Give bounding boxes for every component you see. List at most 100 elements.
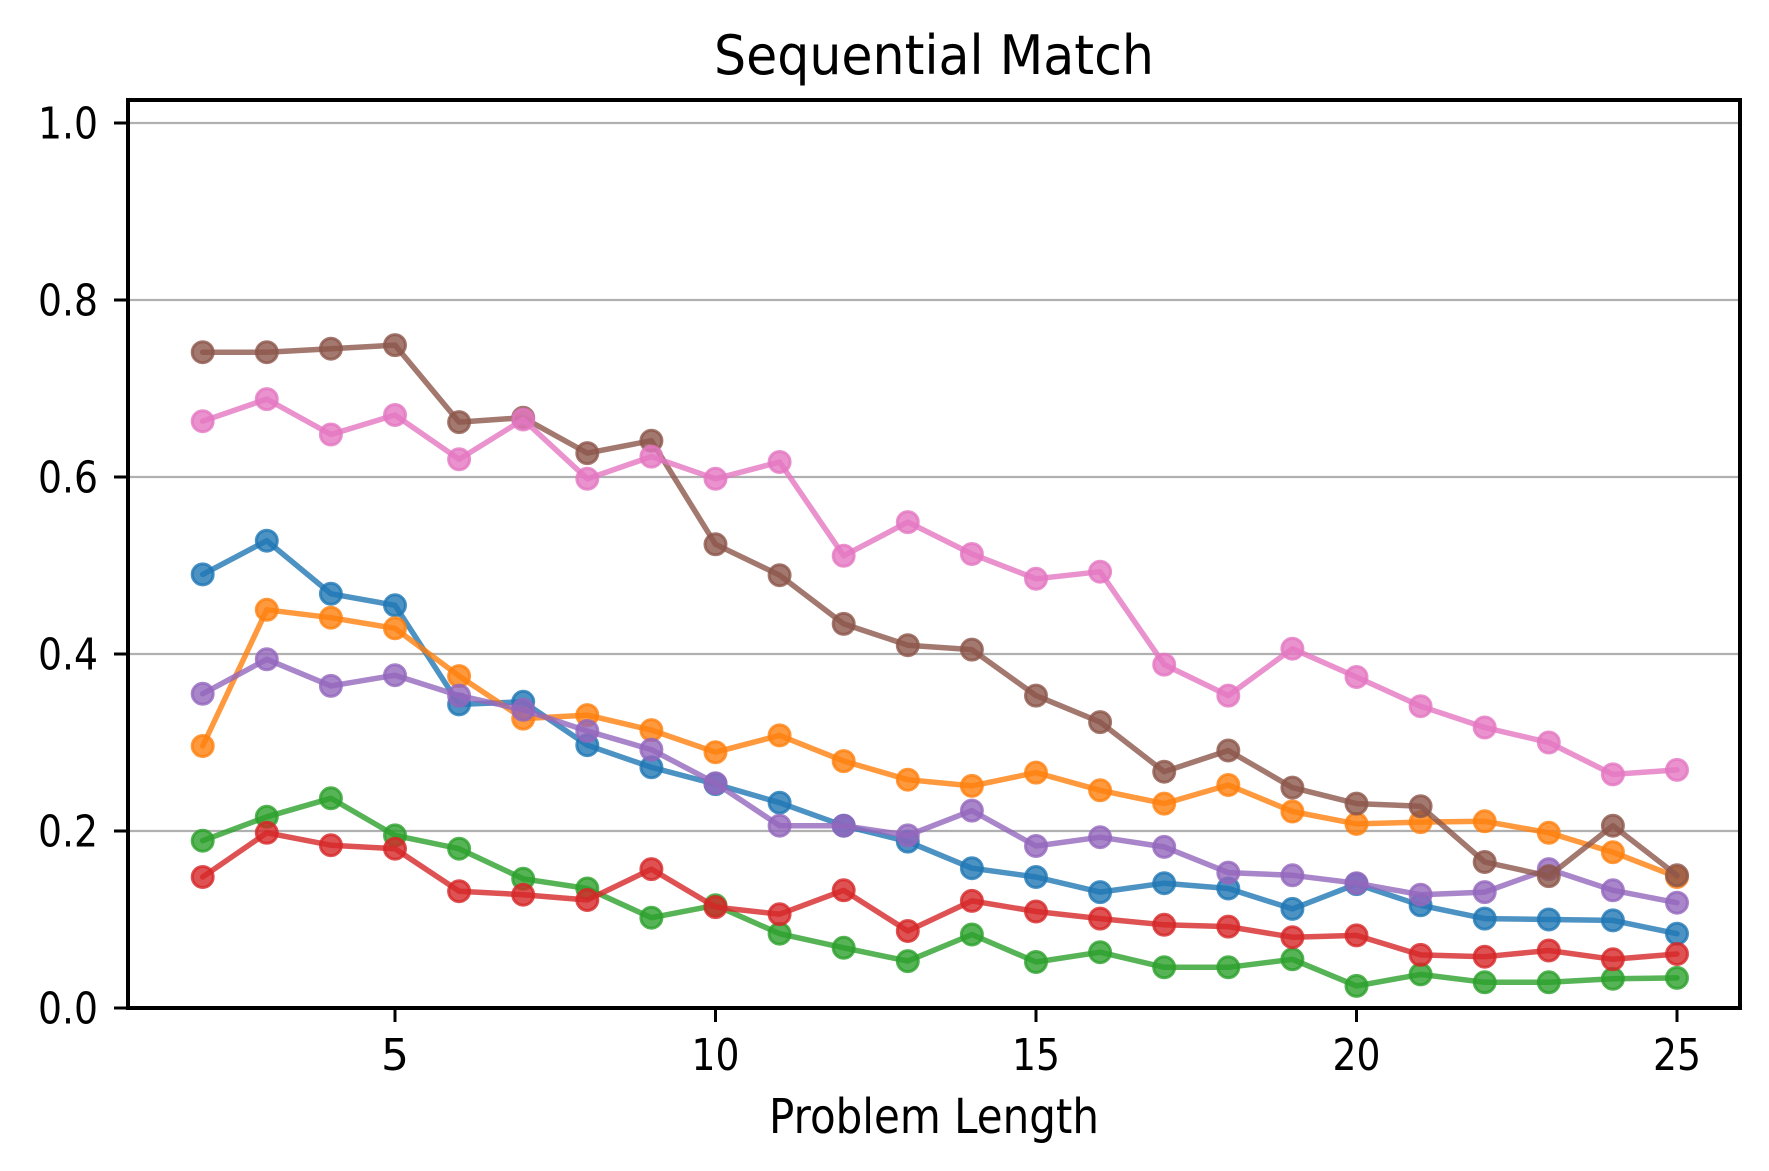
marker-brown <box>831 611 856 636</box>
marker-orange <box>1216 773 1241 797</box>
x-tick-label: 5 <box>381 1030 409 1081</box>
marker-orange <box>1024 760 1048 785</box>
marker-brown <box>254 340 279 365</box>
marker-blue <box>1280 896 1305 921</box>
marker-red <box>511 882 536 907</box>
marker-pink <box>190 409 215 434</box>
marker-brown <box>1408 794 1433 819</box>
marker-red <box>703 895 728 920</box>
marker-red <box>1088 906 1113 931</box>
marker-purple <box>1088 825 1113 850</box>
marker-red <box>1344 923 1369 948</box>
marker-orange <box>447 664 472 689</box>
axes-spines <box>126 98 1742 1010</box>
marker-purple <box>447 683 472 708</box>
marker-orange <box>1088 778 1113 803</box>
marker-orange <box>1536 820 1561 845</box>
marker-red <box>383 836 407 861</box>
marker-pink <box>1665 757 1689 782</box>
marker-brown <box>447 410 472 435</box>
marker-green <box>1472 970 1497 995</box>
marker-pink <box>1216 683 1241 708</box>
marker-red <box>1280 925 1305 950</box>
marker-orange <box>959 773 984 798</box>
marker-purple <box>1408 882 1433 907</box>
marker-pink <box>575 466 600 491</box>
marker-purple <box>959 798 984 823</box>
marker-orange <box>895 767 920 792</box>
marker-blue <box>1472 906 1497 931</box>
marker-pink <box>1536 730 1561 755</box>
marker-brown <box>703 532 728 557</box>
marker-purple <box>190 681 215 706</box>
marker-purple <box>1280 863 1305 888</box>
y-tick-label: 0.0 <box>38 983 98 1034</box>
marker-purple <box>1665 890 1689 915</box>
series-line-pink <box>199 396 1680 778</box>
marker-brown <box>1536 864 1561 889</box>
series-brown <box>190 333 1689 889</box>
marker-orange <box>1152 791 1177 816</box>
marker-green <box>1024 950 1048 974</box>
marker-green <box>447 836 472 861</box>
marker-green <box>1344 973 1369 998</box>
series-pink <box>190 387 1689 787</box>
marker-orange <box>190 734 215 758</box>
marker-green <box>1600 966 1625 991</box>
marker-orange <box>254 597 279 622</box>
marker-pink <box>895 510 920 535</box>
marker-pink <box>383 403 407 427</box>
marker-red <box>575 888 600 912</box>
series-line-red <box>199 830 1680 963</box>
marker-green <box>1536 970 1561 995</box>
marker-purple <box>1152 834 1177 859</box>
marker-red <box>1152 912 1177 937</box>
marker-orange <box>383 616 407 641</box>
chart-title: Sequential Match <box>714 24 1154 87</box>
marker-purple <box>575 719 600 743</box>
marker-orange <box>318 605 343 630</box>
marker-purple <box>1024 834 1048 858</box>
series-red <box>190 820 1689 972</box>
marker-pink <box>1344 665 1369 689</box>
marker-pink <box>1024 566 1048 591</box>
marker-pink <box>447 447 472 472</box>
marker-blue <box>959 856 984 881</box>
marker-brown <box>1216 738 1241 763</box>
marker-blue <box>1088 880 1113 905</box>
marker-brown <box>895 633 920 658</box>
marker-pink <box>511 407 536 432</box>
marker-blue <box>1152 871 1177 896</box>
marker-blue <box>767 790 792 815</box>
gridlines <box>128 121 1740 833</box>
marker-pink <box>1152 652 1177 677</box>
marker-brown <box>1600 813 1625 838</box>
marker-blue <box>1600 908 1625 933</box>
marker-pink <box>1472 715 1497 740</box>
marker-brown <box>959 637 984 662</box>
marker-brown <box>1472 850 1497 874</box>
x-tick-label: 25 <box>1653 1030 1701 1081</box>
x-tick-label: 15 <box>1012 1030 1060 1081</box>
marker-red <box>190 865 215 889</box>
marker-green <box>1408 962 1433 987</box>
marker-purple <box>767 813 792 838</box>
marker-blue <box>254 528 279 553</box>
marker-blue <box>1024 865 1048 889</box>
marker-purple <box>1600 878 1625 903</box>
series-blue <box>190 528 1689 946</box>
marker-green <box>959 922 984 947</box>
y-tick-label: 1.0 <box>38 98 98 149</box>
marker-green <box>767 921 792 946</box>
marker-green <box>1280 947 1305 972</box>
marker-orange <box>639 718 664 743</box>
marker-blue <box>318 581 343 606</box>
y-tick-label: 0.2 <box>38 806 98 857</box>
marker-green <box>1216 955 1241 980</box>
marker-brown <box>190 340 215 365</box>
marker-red <box>831 878 856 903</box>
y-tick-label: 0.8 <box>38 275 98 326</box>
x-axis-label: Problem Length <box>769 1089 1099 1145</box>
